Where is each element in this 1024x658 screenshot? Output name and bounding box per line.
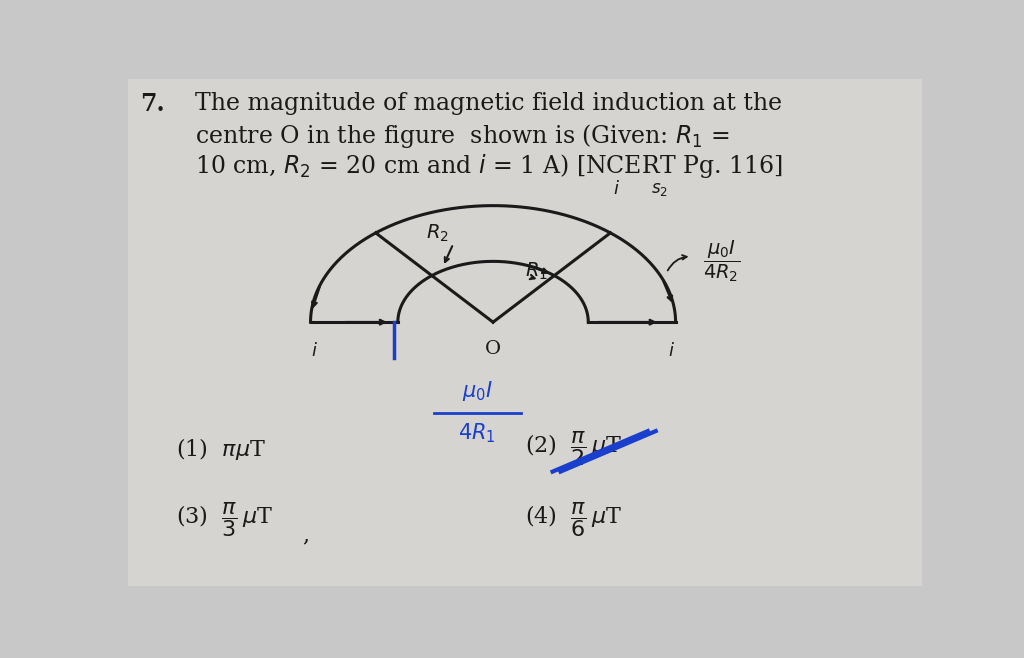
Text: centre O in the figure  shown is (Given: $R_1$ =: centre O in the figure shown is (Given: … [196,122,730,150]
Text: $i$: $i$ [668,342,675,361]
Text: $R_1$: $R_1$ [525,261,548,282]
Text: $i$: $i$ [612,180,620,198]
Text: $\dfrac{\mu_0 I}{4R_2}$: $\dfrac{\mu_0 I}{4R_2}$ [703,239,740,284]
Text: $R_2$: $R_2$ [426,223,449,244]
Text: 7.: 7. [140,91,165,116]
Text: 10 cm, $R_2$ = 20 cm and $i$ = 1 A) [NCERT Pg. 116]: 10 cm, $R_2$ = 20 cm and $i$ = 1 A) [NCE… [196,153,783,180]
Text: The magnitude of magnetic field induction at the: The magnitude of magnetic field inductio… [196,91,782,114]
Text: (3)  $\dfrac{\pi}{3}\,\mu$T: (3) $\dfrac{\pi}{3}\,\mu$T [176,500,272,539]
Text: (4)  $\dfrac{\pi}{6}\,\mu$T: (4) $\dfrac{\pi}{6}\,\mu$T [524,500,622,539]
Text: ,: , [303,524,309,546]
Text: (2)  $\dfrac{\pi}{2}\,\mu$T: (2) $\dfrac{\pi}{2}\,\mu$T [524,430,622,468]
Text: $i$: $i$ [311,342,318,361]
Text: $\mu_0 I$: $\mu_0 I$ [462,379,493,403]
FancyBboxPatch shape [128,79,922,586]
Text: $s_2$: $s_2$ [651,181,669,198]
Text: (1)  $\pi\mu$T: (1) $\pi\mu$T [176,436,265,462]
Text: $4R_1$: $4R_1$ [459,421,496,445]
Text: O: O [485,340,501,358]
